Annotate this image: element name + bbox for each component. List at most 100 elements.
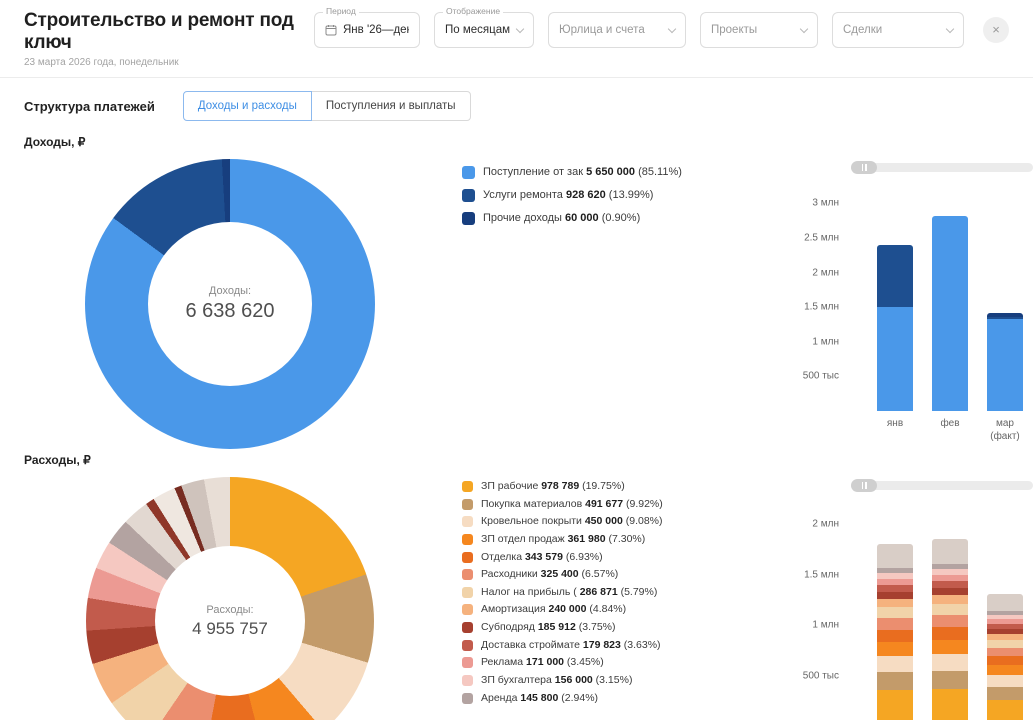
legend-item[interactable]: ЗП рабочие 978 789 (19.75%) [462, 480, 795, 493]
legend-label: Реклама 171 000 (3.45%) [481, 656, 604, 669]
legend-item[interactable]: ЗП бухгалтера 156 000 (3.15%) [462, 674, 795, 687]
legend-item[interactable]: Налог на прибыль ( 286 871 (5.79%) [462, 586, 795, 599]
legend-item[interactable]: Прочие доходы 60 000 (0.90%) [462, 211, 795, 226]
bar-segment [987, 619, 1023, 624]
bar-segment [877, 244, 913, 308]
bar-мар (факт)[interactable] [987, 504, 1023, 720]
legend-item[interactable]: Аренда 145 800 (2.94%) [462, 692, 795, 705]
legend-item[interactable]: ЗП отдел продаж 361 980 (7.30%) [462, 533, 795, 546]
expenses-donut-area: Расходы: 4 955 757 [0, 467, 460, 720]
y-axis-label: 2 млн [812, 267, 839, 279]
bar-фев[interactable] [932, 186, 968, 411]
bar-segment [987, 633, 1023, 640]
legend-item[interactable]: Субподряд 185 912 (3.75%) [462, 621, 795, 634]
legend-swatch [462, 604, 473, 616]
bar-segment [987, 312, 1023, 317]
bar-segment [987, 628, 1023, 634]
header-divider [0, 77, 1033, 78]
title-block: Строительство и ремонт под ключ 23 марта… [24, 10, 304, 68]
bar-фев[interactable] [932, 504, 968, 720]
legend-swatch [462, 622, 473, 633]
entities-select[interactable]: Юрлица и счета [548, 12, 686, 48]
bar-segment [877, 690, 913, 720]
tab-income-expenses[interactable]: Доходы и расходы [182, 91, 312, 121]
bar-segment [987, 674, 1023, 687]
bar-segment [932, 588, 968, 596]
donut-center-label: Доходы: [208, 285, 252, 297]
legend-item[interactable]: Доставка строймате 179 823 (3.63%) [462, 639, 795, 652]
y-axis-label: 3 млн [812, 197, 839, 209]
expenses-donut-chart[interactable]: Расходы: 4 955 757 [86, 477, 374, 720]
legend-item[interactable]: Поступление от зак 5 650 000 (85.11%) [462, 166, 795, 180]
legend-item[interactable]: Кровельное покрыти 450 000 (9.08%) [462, 515, 795, 528]
bar-segment [932, 563, 968, 569]
donut-center-value: 6 638 620 [185, 300, 275, 322]
bar-segment [932, 581, 968, 589]
tab-group: Доходы и расходы Поступления и выплаты [182, 91, 471, 121]
legend-label: Аренда 145 800 (2.94%) [481, 691, 599, 704]
bar-segment [932, 689, 968, 720]
income-donut-chart[interactable]: Доходы: 6 638 620 [85, 159, 375, 449]
projects-select[interactable]: Проекты [700, 12, 818, 48]
legend-label: Услуги ремонта 928 620 (13.99%) [483, 188, 654, 201]
donut-center-label: Расходы: [206, 603, 254, 616]
expenses-heading: Расходы, ₽ [24, 453, 91, 467]
deals-select[interactable]: Сделки [832, 12, 964, 48]
legend-label: Субподряд 185 912 (3.75%) [481, 621, 616, 633]
legend-item[interactable]: Покупка материалов 491 677 (9.92%) [462, 498, 795, 511]
bar-segment [877, 629, 913, 643]
display-mode-select[interactable]: Отображение По месяцам [434, 6, 534, 48]
scrollbar-handle[interactable] [851, 479, 877, 492]
header: Строительство и ремонт под ключ 23 марта… [0, 0, 1033, 68]
scrollbar-handle[interactable] [851, 161, 877, 174]
expenses-bars [843, 504, 1033, 720]
legend-label: ЗП рабочие 978 789 (19.75%) [481, 480, 625, 492]
bar-segment [932, 215, 968, 411]
bar-segment [987, 656, 1023, 666]
period-filter[interactable]: Период Янв '26—дек '26 [314, 6, 420, 48]
tab-inflows-outflows[interactable]: Поступления и выплаты [310, 91, 471, 121]
close-icon: × [992, 22, 1000, 37]
legend-label: Отделка 343 579 (6.93%) [481, 550, 603, 563]
income-donut-area: Доходы: 6 638 620 [0, 149, 460, 449]
bar-segment [987, 686, 1023, 700]
chart-scrollbar[interactable] [851, 479, 1033, 492]
x-axis-label: мар (факт) [990, 418, 1020, 442]
chart-scrollbar[interactable] [851, 161, 1033, 174]
close-button[interactable]: × [983, 17, 1009, 43]
y-axis-label: 1.5 млн [804, 301, 839, 313]
bar-segment [932, 574, 968, 582]
income-section: Доходы: 6 638 620 Поступление от зак 5 6… [0, 149, 1033, 449]
bar-segment [987, 611, 1023, 616]
bar-янв[interactable] [877, 504, 913, 720]
bar-segment [987, 623, 1023, 629]
x-axis-label: фев [940, 418, 960, 429]
bar-мар (факт)[interactable] [987, 186, 1023, 411]
legend-item[interactable]: Услуги ремонта 928 620 (13.99%) [462, 188, 795, 203]
legend-item[interactable]: Отделка 343 579 (6.93%) [462, 551, 795, 564]
legend-item[interactable]: Амортизация 240 000 (4.84%) [462, 603, 795, 616]
calendar-icon [325, 24, 337, 36]
legend-swatch [462, 533, 473, 545]
legend-item[interactable]: Реклама 171 000 (3.45%) [462, 656, 795, 669]
bar-segment [877, 607, 913, 618]
chevron-down-icon [945, 24, 955, 34]
bar-segment [877, 655, 913, 673]
income-heading: Доходы, ₽ [24, 135, 86, 149]
bar-segment [877, 585, 913, 592]
legend-item[interactable]: Расходники 325 400 (6.57%) [462, 568, 795, 581]
display-mode-label: Отображение [443, 6, 504, 16]
legend-label: Поступление от зак 5 650 000 (85.11%) [483, 166, 682, 178]
bar-segment [877, 591, 913, 599]
legend-swatch [462, 674, 473, 686]
bar-segment [932, 568, 968, 575]
legend-swatch [462, 211, 475, 225]
legend-swatch [462, 639, 473, 651]
bar-янв[interactable] [877, 186, 913, 411]
legend-label: Прочие доходы 60 000 (0.90%) [483, 211, 641, 224]
donut-center: Доходы: 6 638 620 [148, 222, 312, 386]
bar-segment [987, 699, 1023, 720]
